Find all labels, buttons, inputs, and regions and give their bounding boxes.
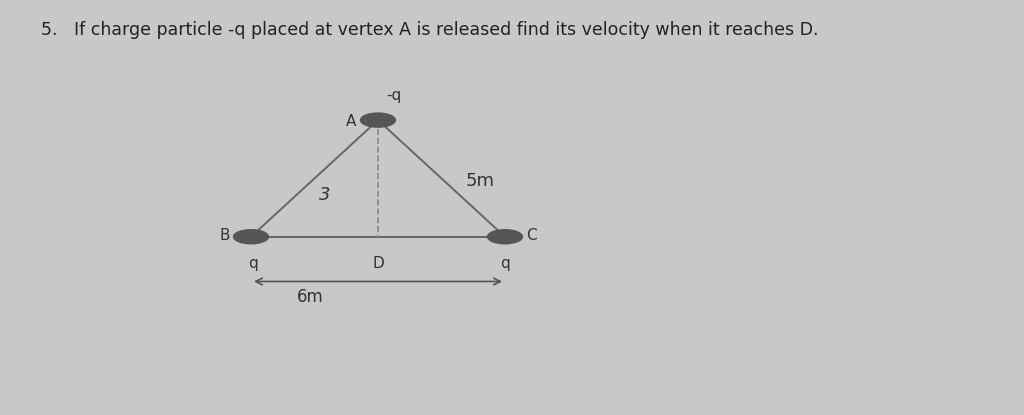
Text: q: q (249, 256, 258, 271)
Text: 3: 3 (319, 186, 331, 204)
Text: D: D (372, 256, 384, 271)
Text: C: C (526, 228, 537, 243)
Circle shape (360, 113, 395, 127)
Text: 6m: 6m (297, 288, 324, 306)
Circle shape (487, 230, 522, 244)
Text: q: q (500, 256, 510, 271)
Circle shape (233, 230, 268, 244)
Text: B: B (219, 228, 229, 243)
Text: A: A (346, 114, 356, 129)
Text: -q: -q (386, 88, 401, 103)
Text: 5.   If charge particle -q placed at vertex A is released find its velocity when: 5. If charge particle -q placed at verte… (41, 21, 818, 39)
Text: 5m: 5m (465, 172, 495, 190)
